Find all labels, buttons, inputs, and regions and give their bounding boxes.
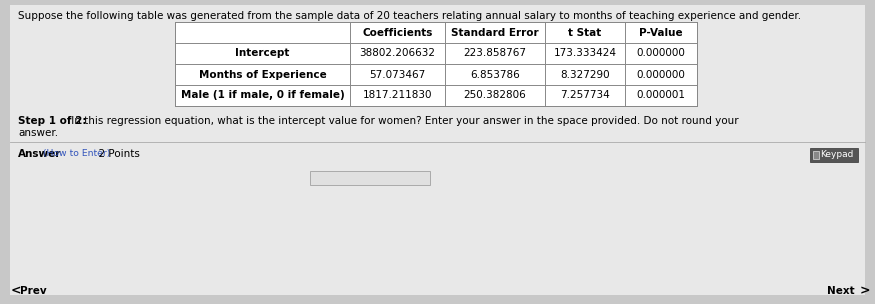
Text: 0.000000: 0.000000 [637, 70, 685, 80]
Text: 223.858767: 223.858767 [464, 49, 527, 58]
Text: 38802.206632: 38802.206632 [360, 49, 436, 58]
Text: Keypad: Keypad [821, 150, 854, 159]
Text: P-Value: P-Value [639, 27, 682, 37]
Text: 0.000000: 0.000000 [637, 49, 685, 58]
Text: >: > [860, 285, 871, 298]
Text: answer.: answer. [18, 128, 58, 138]
Text: Intercept: Intercept [235, 49, 290, 58]
Text: Suppose the following table was generated from the sample data of 20 teachers re: Suppose the following table was generate… [18, 11, 802, 21]
Text: Standard Error: Standard Error [452, 27, 539, 37]
Text: 1817.211830: 1817.211830 [363, 91, 432, 101]
Bar [813, 150, 819, 159]
Text: 7.257734: 7.257734 [560, 91, 610, 101]
Text: Step 1 of 2:: Step 1 of 2: [18, 116, 87, 126]
Text: 57.073467: 57.073467 [369, 70, 425, 80]
Text: 0.000001: 0.000001 [636, 91, 685, 101]
Text: Prev: Prev [20, 286, 46, 296]
Text: Next: Next [828, 286, 855, 296]
Bar [810, 148, 858, 162]
Text: 8.327290: 8.327290 [560, 70, 610, 80]
Text: (How to Enter): (How to Enter) [43, 149, 110, 158]
Text: Answer: Answer [18, 149, 61, 159]
Text: <: < [11, 285, 22, 298]
Text: 173.333424: 173.333424 [554, 49, 617, 58]
Text: 6.853786: 6.853786 [470, 70, 520, 80]
Text: In this regression equation, what is the intercept value for women? Enter your a: In this regression equation, what is the… [68, 116, 739, 126]
Text: t Stat: t Stat [569, 27, 602, 37]
Text: 2 Points: 2 Points [92, 149, 140, 159]
Text: 250.382806: 250.382806 [464, 91, 527, 101]
Bar [310, 171, 430, 185]
Bar [175, 22, 697, 106]
Text: Male (1 if male, 0 if female): Male (1 if male, 0 if female) [180, 91, 345, 101]
Text: Months of Experience: Months of Experience [199, 70, 326, 80]
Text: Coefficients: Coefficients [362, 27, 433, 37]
